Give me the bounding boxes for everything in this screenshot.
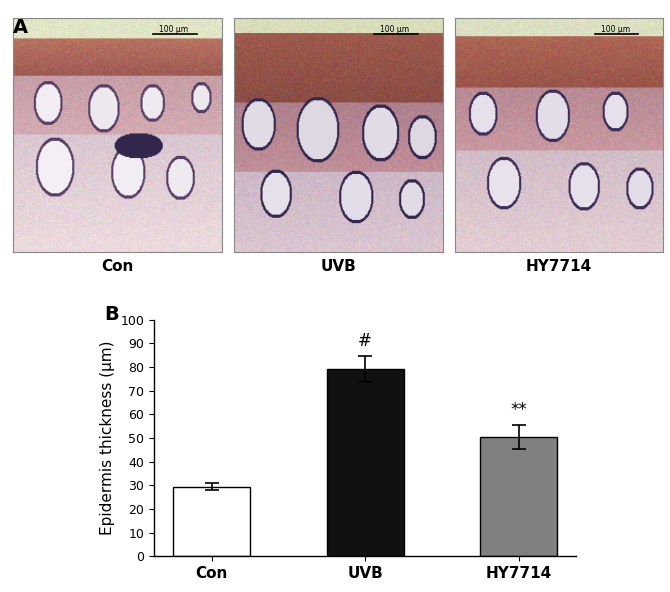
- X-axis label: HY7714: HY7714: [526, 259, 592, 274]
- Text: 100 μm: 100 μm: [380, 25, 409, 34]
- Text: #: #: [358, 333, 372, 350]
- Y-axis label: Epidermis thickness (μm): Epidermis thickness (μm): [100, 341, 115, 535]
- Bar: [327, 369, 403, 556]
- Bar: [480, 437, 557, 556]
- X-axis label: UVB: UVB: [320, 259, 356, 274]
- Text: A: A: [13, 18, 29, 37]
- X-axis label: Con: Con: [101, 259, 134, 274]
- Text: **: **: [511, 401, 527, 419]
- Text: 100 μm: 100 μm: [159, 25, 188, 34]
- Text: B: B: [104, 305, 119, 324]
- Text: 100 μm: 100 μm: [601, 25, 630, 34]
- Bar: [174, 487, 250, 556]
